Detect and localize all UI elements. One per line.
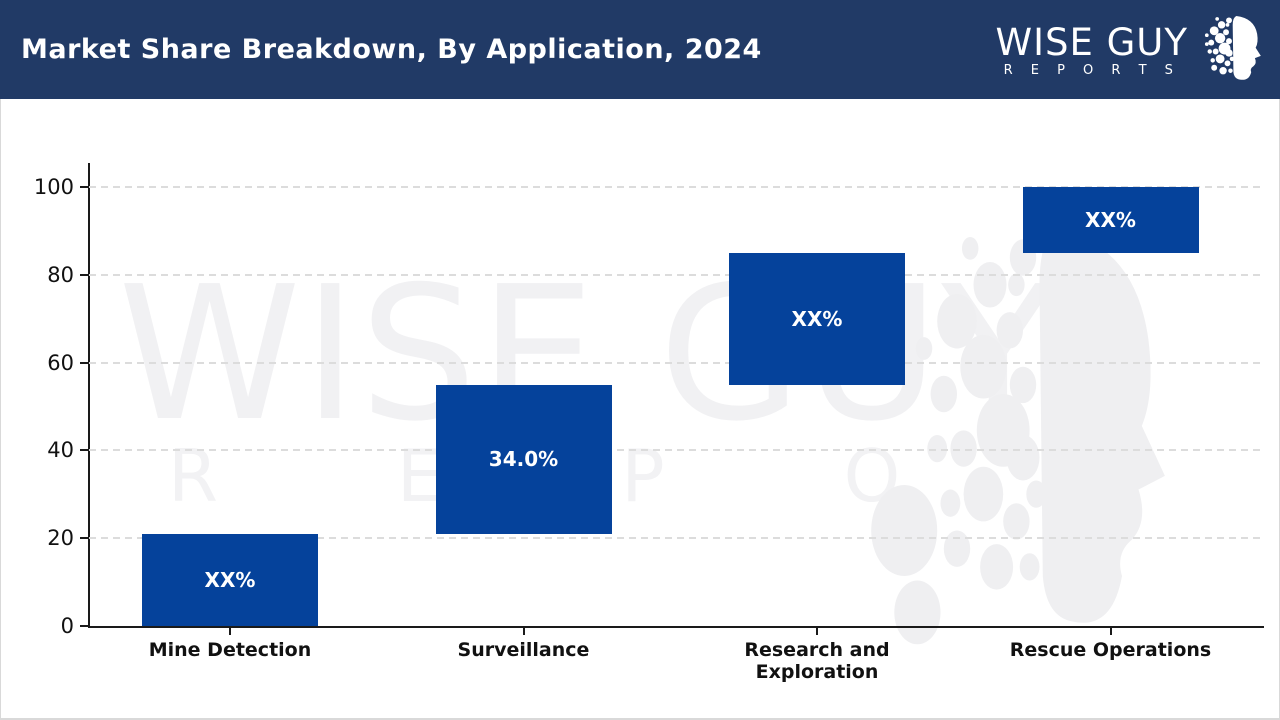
gridline — [89, 186, 1263, 188]
bar-surveillance: 34.0% — [435, 384, 612, 534]
header-bar: Market Share Breakdown, By Application, … — [0, 0, 1280, 99]
y-tick-mark — [80, 449, 88, 452]
y-tick-mark — [80, 273, 88, 276]
gridline — [89, 273, 1263, 276]
y-tick-label: 80 — [47, 262, 74, 287]
y-axis-spine — [88, 163, 90, 628]
gridline — [89, 449, 1263, 452]
gridline — [89, 361, 1263, 364]
x-axis-label: Rescue Operations — [1009, 639, 1212, 661]
x-axis-spine — [88, 626, 1264, 628]
logo-head-icon — [1204, 15, 1261, 80]
x-tick-mark — [229, 628, 231, 635]
x-tick-mark — [1109, 628, 1112, 635]
brand-wordmark: WISE GUY R E P O R T S — [996, 24, 1188, 77]
x-axis-label: Surveillance — [457, 639, 590, 661]
y-tick-label: 40 — [47, 438, 74, 463]
x-tick-mark — [816, 628, 818, 635]
bar-value-label: XX% — [791, 306, 843, 331]
x-tick-mark — [522, 628, 525, 635]
bar-value-label: XX% — [1085, 207, 1136, 232]
x-axis-label: Research and Exploration — [744, 639, 890, 683]
y-tick-label: 100 — [33, 175, 74, 199]
bar-rescue-operations: XX% — [1022, 187, 1199, 253]
watermark-head-icon — [871, 230, 1165, 645]
y-tick-label: 0 — [60, 614, 74, 638]
brand-logo: WISE GUY R E P O R T S — [996, 6, 1266, 94]
y-tick-mark — [80, 625, 88, 627]
y-tick-mark — [80, 361, 88, 364]
bar-research-and-exploration: XX% — [729, 252, 905, 385]
bar-value-label: XX% — [204, 567, 256, 592]
x-axis-label: Mine Detection — [148, 639, 312, 661]
bar-mine-detection: XX% — [142, 533, 318, 626]
brand-subname: R E P O R T S — [1003, 62, 1180, 78]
page-title: Market Share Breakdown, By Application, … — [21, 34, 762, 65]
bar-value-label: 34.0% — [488, 447, 559, 472]
y-tick-mark — [80, 186, 88, 188]
y-tick-label: 20 — [47, 526, 74, 551]
brand-name: WISE GUY — [995, 20, 1188, 64]
y-tick-label: 60 — [47, 350, 74, 375]
gridline — [89, 537, 1263, 540]
y-tick-mark — [80, 537, 88, 540]
